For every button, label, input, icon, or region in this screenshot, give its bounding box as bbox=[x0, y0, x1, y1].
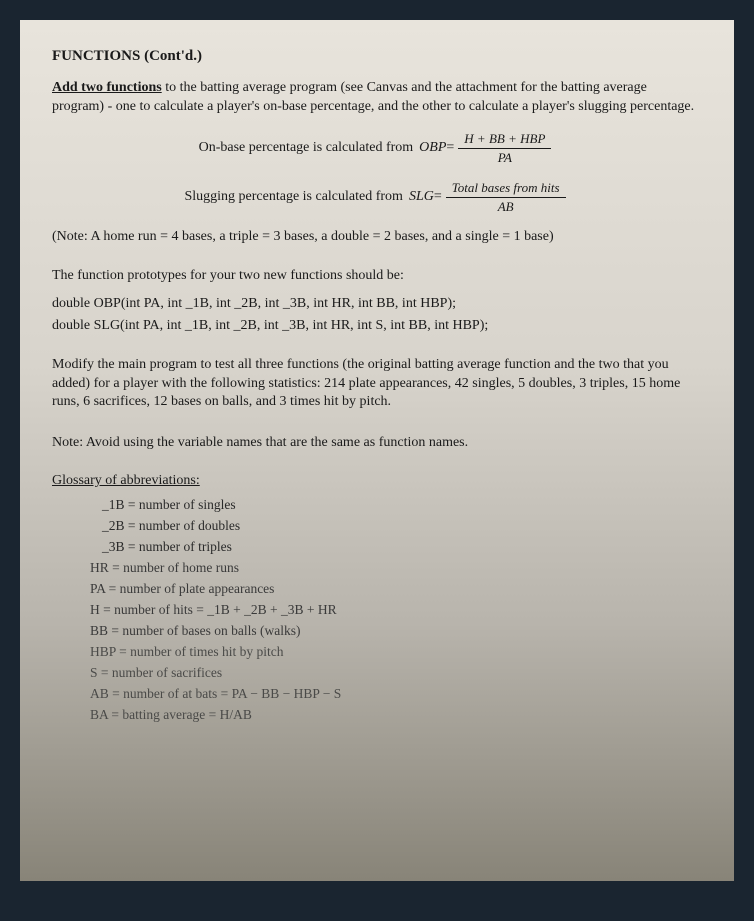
slg-lhs: SLG bbox=[409, 189, 434, 205]
avoid-note: Note: Avoid using the variable names tha… bbox=[52, 434, 702, 453]
obp-fraction: H + BB + HBP PA bbox=[458, 131, 551, 166]
slg-label: Slugging percentage is calculated from bbox=[184, 189, 402, 205]
proto-obp: double OBP(int PA, int _1B, int _2B, int… bbox=[52, 296, 702, 312]
obp-eq: = bbox=[446, 140, 454, 156]
slg-numerator: Total bases from hits bbox=[446, 180, 566, 198]
slg-denominator: AB bbox=[492, 198, 520, 215]
glossary-ab: AB = number of at bats = PA − BB − HBP −… bbox=[90, 686, 702, 702]
intro-lead: Add two functions bbox=[52, 80, 162, 95]
glossary-ba: BA = batting average = H/AB bbox=[90, 707, 702, 723]
obp-formula: On-base percentage is calculated from OB… bbox=[52, 131, 702, 166]
obp-denominator: PA bbox=[492, 149, 518, 166]
glossary-hbp: HBP = number of times hit by pitch bbox=[90, 644, 702, 660]
prototypes-section: The function prototypes for your two new… bbox=[52, 267, 702, 334]
glossary-1b: _1B = number of singles bbox=[102, 497, 702, 513]
glossary-title: Glossary of abbreviations: bbox=[52, 473, 702, 489]
glossary-bb: BB = number of bases on balls (walks) bbox=[90, 623, 702, 639]
obp-label: On-base percentage is calculated from bbox=[199, 140, 414, 156]
intro-paragraph: Add two functions to the batting average… bbox=[52, 79, 702, 117]
obp-numerator: H + BB + HBP bbox=[458, 131, 551, 149]
slg-fraction: Total bases from hits AB bbox=[446, 180, 566, 215]
bases-note: (Note: A home run = 4 bases, a triple = … bbox=[52, 229, 702, 245]
obp-lhs: OBP bbox=[419, 140, 446, 156]
slg-eq: = bbox=[434, 189, 442, 205]
glossary-hr: HR = number of home runs bbox=[90, 560, 702, 576]
modify-paragraph: Modify the main program to test all thre… bbox=[52, 356, 702, 413]
glossary-pa: PA = number of plate appearances bbox=[90, 581, 702, 597]
proto-heading: The function prototypes for your two new… bbox=[52, 267, 702, 286]
glossary-h: H = number of hits = _1B + _2B + _3B + H… bbox=[90, 602, 702, 618]
glossary-3b: _3B = number of triples bbox=[102, 539, 702, 555]
glossary-2b: _2B = number of doubles bbox=[102, 518, 702, 534]
glossary-s: S = number of sacrifices bbox=[90, 665, 702, 681]
document-page: FUNCTIONS (Cont'd.) Add two functions to… bbox=[20, 20, 734, 881]
page-title: FUNCTIONS (Cont'd.) bbox=[52, 48, 702, 65]
slg-formula: Slugging percentage is calculated from S… bbox=[52, 180, 702, 215]
proto-slg: double SLG(int PA, int _1B, int _2B, int… bbox=[52, 318, 702, 334]
